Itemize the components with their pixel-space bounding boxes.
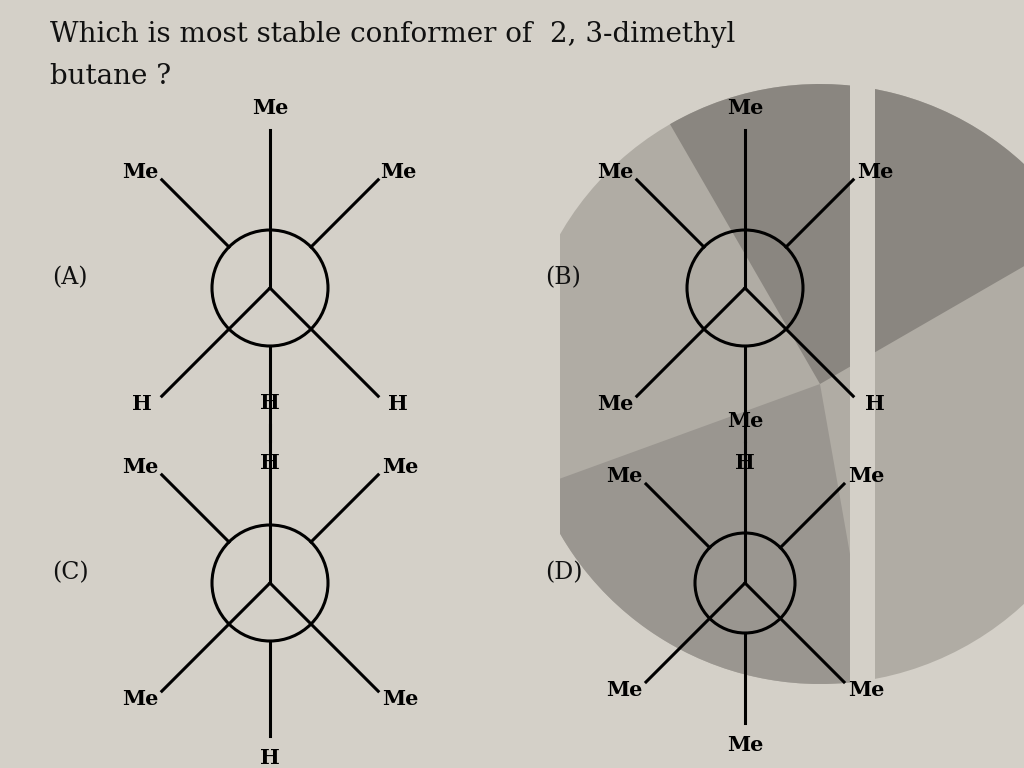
Text: Me: Me	[727, 98, 763, 118]
Text: Me: Me	[857, 162, 893, 182]
Text: Me: Me	[597, 162, 633, 182]
Text: (B): (B)	[545, 266, 581, 290]
Text: H: H	[865, 394, 885, 414]
Text: Me: Me	[727, 735, 763, 755]
Text: Me: Me	[252, 98, 288, 118]
Text: Me: Me	[382, 689, 419, 709]
Text: H: H	[735, 453, 755, 473]
Text: Which is most stable conformer of  2, 3-dimethyl: Which is most stable conformer of 2, 3-d…	[50, 21, 735, 48]
Text: H: H	[260, 453, 280, 473]
FancyBboxPatch shape	[850, 84, 874, 684]
Text: Me: Me	[606, 466, 642, 486]
Text: H: H	[260, 748, 280, 768]
Text: (A): (A)	[52, 266, 87, 290]
Text: Me: Me	[122, 457, 158, 477]
Wedge shape	[538, 384, 872, 684]
Text: Me: Me	[382, 457, 419, 477]
Text: H: H	[260, 393, 280, 413]
Circle shape	[520, 84, 1024, 684]
Text: Me: Me	[848, 680, 884, 700]
Text: Me: Me	[606, 680, 642, 700]
Wedge shape	[670, 84, 1024, 384]
Text: H: H	[132, 394, 152, 414]
Text: (C): (C)	[52, 561, 89, 584]
Text: (D): (D)	[545, 561, 583, 584]
Text: Me: Me	[122, 162, 158, 182]
Text: Me: Me	[727, 411, 763, 431]
Text: Me: Me	[848, 466, 884, 486]
Text: butane ?: butane ?	[50, 63, 171, 90]
Text: Me: Me	[597, 394, 633, 414]
Text: Me: Me	[380, 162, 417, 182]
Text: H: H	[388, 394, 409, 414]
Text: Me: Me	[122, 689, 158, 709]
